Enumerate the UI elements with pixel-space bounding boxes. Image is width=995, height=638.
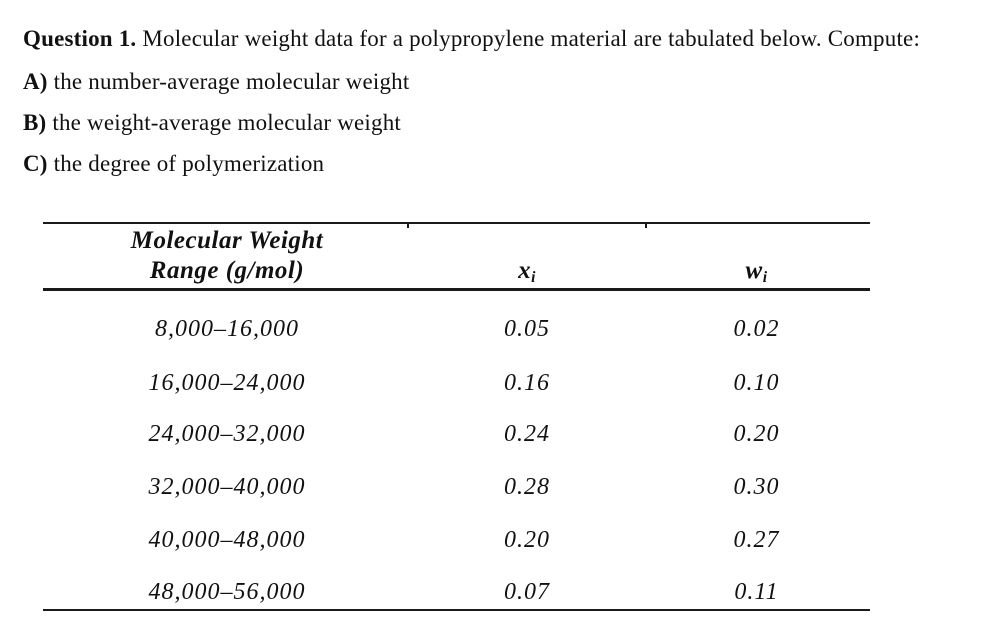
item-a-label: A): [23, 69, 48, 94]
header-xi-column: xi: [411, 257, 643, 285]
cell-xi: 0.16: [504, 370, 550, 396]
wi-symbol: w: [745, 257, 763, 284]
table-row: 32,000–40,000 0.28 0.30: [43, 474, 870, 500]
item-c-text: the degree of polymerization: [47, 151, 325, 176]
header-range-line1: Molecular Weight: [130, 227, 324, 254]
column-divider-tick: [407, 224, 409, 228]
cell-range: 32,000–40,000: [148, 474, 306, 500]
header-range-line2: Range (g/mol): [149, 257, 305, 284]
wi-subscript: i: [762, 268, 768, 286]
item-b-label: B): [23, 110, 47, 135]
table-top-rule: [43, 222, 870, 224]
item-b-text: the weight-average molecular weight: [46, 110, 402, 135]
xi-symbol: x: [518, 257, 532, 284]
table-row: 48,000–56,000 0.07 0.11: [43, 579, 870, 605]
header-range-column: Molecular Weight Range (g/mol): [43, 226, 411, 286]
table-row: 24,000–32,000 0.24 0.20: [43, 421, 870, 447]
cell-range: 8,000–16,000: [155, 316, 299, 342]
cell-xi: 0.05: [504, 316, 550, 342]
xi-subscript: i: [531, 268, 536, 286]
table-bottom-rule: [43, 609, 870, 611]
cell-range: 40,000–48,000: [148, 527, 306, 553]
cell-xi: 0.28: [504, 474, 550, 500]
cell-xi: 0.20: [504, 527, 550, 553]
table-row: 16,000–24,000 0.16 0.10: [43, 370, 870, 396]
question-heading: Question 1. Molecular weight data for a …: [23, 25, 920, 53]
question-item-b: B) the weight-average molecular weight: [23, 109, 401, 137]
question-item-a: A) the number-average molecular weight: [23, 68, 409, 96]
cell-xi: 0.07: [504, 579, 550, 605]
cell-xi: 0.24: [504, 421, 550, 447]
cell-wi: 0.27: [733, 527, 780, 553]
question-number: Question 1.: [23, 26, 137, 51]
cell-wi: 0.20: [733, 421, 780, 447]
table-row: 40,000–48,000 0.20 0.27: [43, 527, 870, 553]
item-a-text: the number-average molecular weight: [47, 69, 410, 94]
header-bottom-rule: [43, 288, 870, 291]
cell-wi: 0.10: [733, 370, 780, 396]
cell-wi: 0.30: [733, 474, 780, 500]
cell-wi: 0.02: [733, 316, 780, 342]
cell-range: 48,000–56,000: [148, 579, 306, 605]
table-row: 8,000–16,000 0.05 0.02: [43, 316, 870, 342]
question-text: Molecular weight data for a polypropylen…: [136, 26, 921, 51]
molecular-weight-table: Molecular Weight Range (g/mol) xi wi 8,0…: [43, 222, 870, 613]
column-divider-tick: [645, 224, 647, 228]
question-item-c: C) the degree of polymerization: [23, 150, 324, 178]
cell-range: 24,000–32,000: [148, 421, 306, 447]
item-c-label: C): [23, 151, 48, 176]
header-wi-column: wi: [643, 257, 870, 285]
cell-range: 16,000–24,000: [148, 370, 306, 396]
cell-wi: 0.11: [734, 579, 779, 605]
